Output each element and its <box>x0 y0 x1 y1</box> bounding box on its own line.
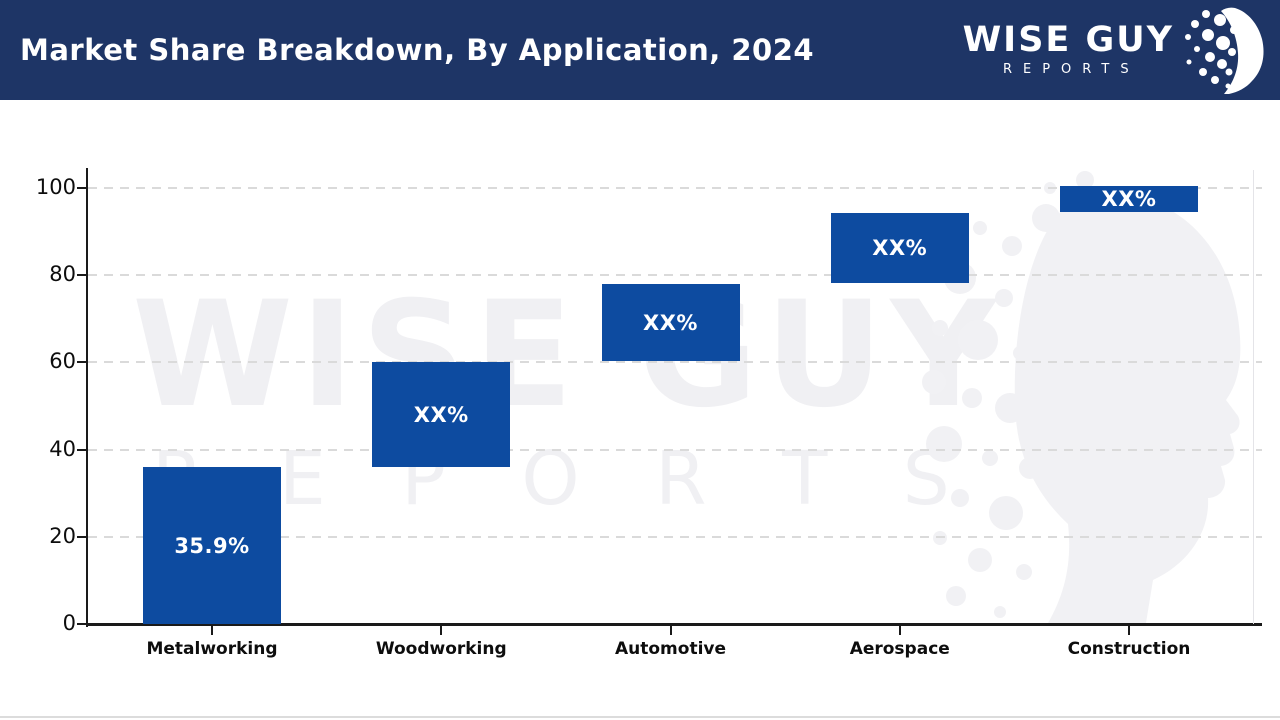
wiseguy-face-watermark-icon <box>922 171 1241 623</box>
gridline-60 <box>88 361 1262 364</box>
bar-automotive: XX% <box>601 284 740 362</box>
logo-wordmark: WISE GUY REPORTS <box>962 20 1174 78</box>
y-axis-line <box>86 168 88 627</box>
bar-value-label-construction: XX% <box>1101 186 1157 211</box>
x-category-label-woodworking: Woodworking <box>375 639 507 659</box>
y-tick-label-100: 100 <box>35 175 76 199</box>
bottom-divider <box>0 716 1280 718</box>
watermark-wordmark-secondary: R E P O R T S <box>152 436 976 522</box>
wiseguy-logo: WISE GUY REPORTS <box>963 6 1266 94</box>
y-tick-label-80: 80 <box>49 262 76 287</box>
y-tick-mark-100 <box>77 187 86 189</box>
x-tick-mark-automotive <box>669 626 672 635</box>
y-tick-mark-0 <box>77 623 86 625</box>
x-tick-mark-construction <box>1128 626 1130 635</box>
x-category-label-metalworking: Metalworking <box>146 639 278 659</box>
wiseguy-face-icon <box>1185 7 1264 94</box>
y-tick-mark-40 <box>77 448 86 451</box>
bar-metalworking: 35.9% <box>143 467 281 624</box>
x-category-label-construction: Construction <box>1067 639 1191 659</box>
bar-construction: XX% <box>1060 185 1198 212</box>
gridline-80 <box>88 274 1262 277</box>
plot-right-spine <box>1253 170 1254 624</box>
gridline-40 <box>88 448 1262 451</box>
gridline-100 <box>88 187 1262 189</box>
x-category-label-automotive: Automotive <box>614 639 727 659</box>
header-bar: Market Share Breakdown, By Application, … <box>0 0 1280 100</box>
y-tick-label-0: 0 <box>62 611 76 635</box>
y-tick-mark-60 <box>77 361 86 364</box>
x-axis-line <box>86 623 1262 626</box>
x-tick-mark-woodworking <box>440 626 443 635</box>
y-tick-mark-80 <box>77 274 86 277</box>
x-category-label-aerospace: Aerospace <box>849 639 950 659</box>
logo-wordmark-secondary: REPORTS <box>1002 62 1140 77</box>
y-tick-mark-20 <box>77 535 86 538</box>
bar-value-label-automotive: XX% <box>643 310 698 335</box>
bar-value-label-woodworking: XX% <box>413 402 469 427</box>
bar-value-label-metalworking: 35.9% <box>174 533 250 558</box>
bar-woodworking: XX% <box>372 362 511 468</box>
x-tick-mark-aerospace <box>898 626 901 635</box>
y-tick-label-60: 60 <box>49 349 76 374</box>
y-tick-label-20: 20 <box>49 523 76 548</box>
bar-aerospace: XX% <box>830 212 969 284</box>
y-tick-label-40: 40 <box>49 436 76 461</box>
watermark-wordmark-primary: WISE GUY <box>132 270 1004 440</box>
logo-wordmark-primary: WISE GUY <box>962 20 1174 60</box>
bar-value-label-aerospace: XX% <box>872 235 928 260</box>
x-tick-mark-metalworking <box>211 626 213 635</box>
gridline-20 <box>88 535 1262 538</box>
page-title: Market Share Breakdown, By Application, … <box>20 33 815 67</box>
